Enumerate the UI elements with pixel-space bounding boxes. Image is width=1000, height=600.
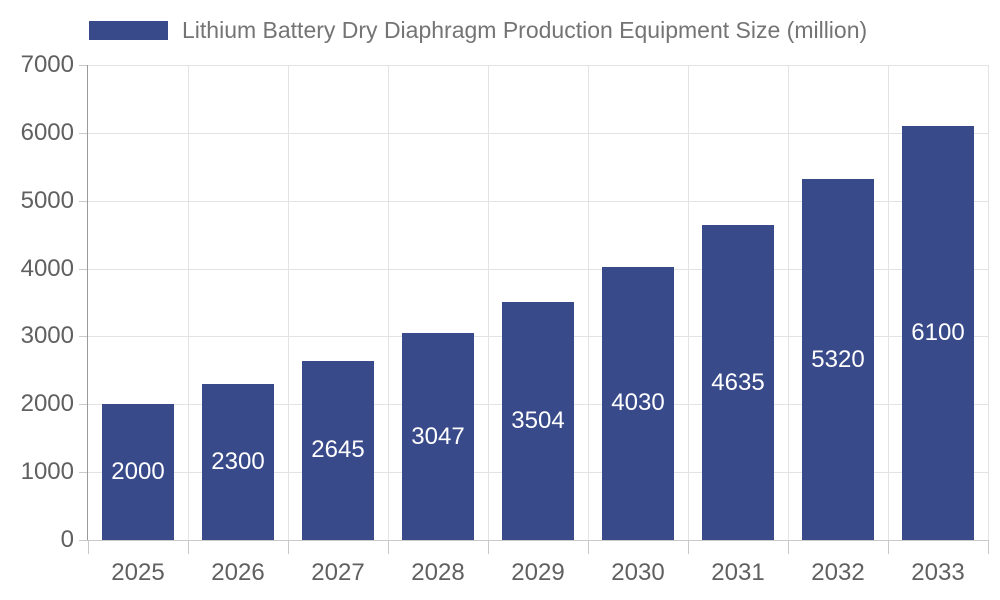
bar[interactable]: 3047	[402, 333, 474, 540]
x-axis-label: 2033	[911, 559, 965, 586]
y-axis-tick	[79, 200, 87, 202]
bar-value-label: 5320	[811, 345, 865, 373]
gridline-horizontal	[88, 268, 988, 270]
x-axis-label: 2031	[711, 559, 765, 586]
y-axis-label: 7000	[20, 51, 74, 78]
x-axis-label: 2030	[611, 559, 665, 586]
y-axis-line	[87, 65, 88, 541]
x-axis-tick	[288, 540, 289, 554]
x-axis-tick	[188, 540, 189, 554]
x-axis-label: 2029	[511, 559, 565, 586]
y-axis-tick	[79, 336, 87, 338]
gridline-vertical	[288, 65, 289, 540]
y-axis-label: 1000	[20, 458, 74, 486]
bar[interactable]: 4030	[602, 266, 674, 540]
x-axis-tick	[488, 540, 489, 554]
y-axis-tick	[79, 268, 87, 270]
gridline-horizontal	[88, 132, 988, 134]
y-axis-label: 3000	[20, 322, 74, 350]
x-axis-label: 2032	[811, 559, 865, 586]
bar-value-label: 2000	[111, 458, 165, 486]
gridline-horizontal	[88, 65, 988, 66]
gridline-vertical	[188, 65, 189, 540]
y-axis-tick	[79, 404, 87, 406]
gridline-vertical	[488, 65, 489, 540]
bar[interactable]: 2000	[102, 404, 174, 540]
y-axis-label: 2000	[20, 390, 74, 418]
bar-value-label: 4030	[611, 389, 665, 417]
bar[interactable]: 6100	[902, 126, 974, 540]
bar-value-label: 2645	[311, 436, 365, 464]
x-axis-tick	[888, 540, 889, 554]
y-axis-label: 0	[60, 526, 74, 553]
bar-value-label: 3504	[511, 407, 565, 435]
gridline-vertical	[388, 65, 389, 540]
bar[interactable]: 2300	[202, 383, 274, 540]
x-axis-tick	[588, 540, 589, 554]
y-axis-tick	[79, 132, 87, 134]
x-axis-tick	[788, 540, 789, 554]
gridline-vertical	[588, 65, 589, 540]
y-axis-label: 6000	[20, 118, 74, 146]
y-axis-tick	[79, 472, 87, 474]
x-axis-label: 2025	[111, 559, 165, 586]
bar[interactable]: 3504	[502, 302, 574, 540]
gridline-vertical	[988, 65, 989, 540]
y-axis-label: 4000	[20, 254, 74, 282]
x-axis-tick	[388, 540, 389, 554]
x-axis-line	[87, 540, 988, 541]
legend-series-label: Lithium Battery Dry Diaphragm Production…	[182, 17, 868, 43]
x-axis-tick	[88, 540, 89, 554]
y-axis-label: 5000	[20, 186, 74, 214]
x-axis-label: 2028	[411, 559, 465, 586]
y-axis-tick	[79, 540, 87, 541]
bar[interactable]: 2645	[302, 360, 374, 540]
bar-value-label: 6100	[911, 319, 965, 347]
x-axis-tick	[688, 540, 689, 554]
chart-legend[interactable]: Lithium Battery Dry Diaphragm Production…	[89, 17, 867, 43]
bar-value-label: 2300	[211, 447, 265, 475]
bar[interactable]: 5320	[802, 179, 874, 540]
y-axis-tick	[79, 65, 87, 66]
bar-value-label: 4635	[711, 368, 765, 396]
gridline-vertical	[888, 65, 889, 540]
bar-value-label: 3047	[411, 422, 465, 450]
x-axis-label: 2026	[211, 559, 265, 586]
gridline-vertical	[788, 65, 789, 540]
gridline-vertical	[688, 65, 689, 540]
x-axis-label: 2027	[311, 559, 365, 586]
legend-swatch-icon	[89, 20, 168, 40]
bar[interactable]: 4635	[702, 225, 774, 540]
gridline-horizontal	[88, 200, 988, 202]
x-axis-tick	[988, 540, 989, 554]
